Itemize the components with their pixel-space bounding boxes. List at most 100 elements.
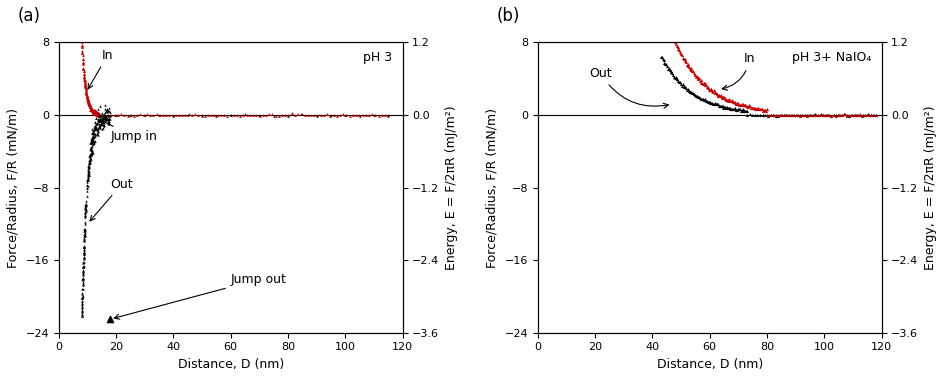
Point <box>97 123 112 129</box>
Point <box>81 160 96 166</box>
Point <box>143 112 158 118</box>
Point <box>834 112 850 118</box>
Point <box>77 83 93 89</box>
Point <box>697 97 712 103</box>
Point <box>77 219 93 225</box>
Point <box>734 102 750 108</box>
Point <box>88 110 103 116</box>
Point <box>89 125 104 131</box>
Point <box>705 101 720 107</box>
Point <box>815 112 830 118</box>
Point <box>77 79 93 85</box>
Point <box>84 107 99 113</box>
Point <box>680 61 695 67</box>
Point <box>338 112 353 118</box>
Point <box>83 106 98 112</box>
Point <box>324 112 339 118</box>
Point <box>717 95 733 101</box>
Point <box>75 291 90 297</box>
Point <box>88 109 103 115</box>
Y-axis label: Force/Radius, F/R (mN/m): Force/Radius, F/R (mN/m) <box>486 108 498 268</box>
Point <box>768 113 784 119</box>
Point <box>758 107 773 113</box>
Point <box>76 237 92 243</box>
Point <box>75 48 90 54</box>
Point <box>76 236 92 242</box>
Point <box>859 112 874 118</box>
Point <box>86 127 101 133</box>
Point <box>726 99 741 105</box>
Point <box>712 92 727 98</box>
Point <box>85 129 100 135</box>
Point <box>87 124 102 130</box>
Point <box>677 56 692 62</box>
Point <box>87 110 102 116</box>
Point <box>80 166 95 172</box>
Point <box>90 111 105 117</box>
Point <box>91 111 106 117</box>
Point <box>729 107 744 113</box>
Point <box>75 313 90 319</box>
Point <box>78 201 93 207</box>
Point <box>87 107 102 113</box>
Point <box>97 115 112 121</box>
Point <box>753 106 768 112</box>
Point <box>87 119 102 125</box>
Point <box>818 112 834 118</box>
Point <box>708 101 723 107</box>
Point <box>76 61 91 67</box>
Point <box>81 170 96 176</box>
Point <box>97 112 112 118</box>
Point <box>839 112 854 118</box>
Point <box>76 281 91 287</box>
Point <box>76 275 91 281</box>
Point <box>93 103 108 109</box>
Point <box>711 101 726 107</box>
Point <box>80 167 95 173</box>
Point <box>800 113 815 119</box>
Point <box>98 113 113 119</box>
Point <box>660 63 675 69</box>
Point <box>88 123 103 129</box>
Point <box>100 118 115 124</box>
Point <box>86 141 101 147</box>
Point <box>76 68 92 74</box>
Point <box>84 136 99 142</box>
Point <box>96 120 111 126</box>
Point <box>813 112 828 118</box>
Point <box>78 90 93 96</box>
Point <box>259 112 274 118</box>
Text: Out: Out <box>90 178 133 221</box>
Point <box>126 113 142 119</box>
Point <box>752 106 767 112</box>
Point <box>715 103 730 109</box>
Point <box>684 68 700 74</box>
Point <box>93 120 109 126</box>
Point <box>712 103 727 109</box>
Point <box>95 114 110 120</box>
Point <box>124 112 139 118</box>
Point <box>120 113 135 119</box>
Point <box>704 85 719 91</box>
Point <box>86 110 101 116</box>
Point <box>706 87 721 93</box>
Point <box>76 260 91 266</box>
Point <box>752 112 767 118</box>
Point <box>77 80 93 86</box>
Point <box>81 163 96 169</box>
Point <box>736 108 751 114</box>
Point <box>79 93 94 99</box>
Point <box>717 96 733 102</box>
Point <box>83 141 98 147</box>
Point <box>268 113 283 119</box>
Point <box>776 112 791 118</box>
Point <box>129 112 144 118</box>
Point <box>88 124 103 130</box>
Point <box>76 254 91 260</box>
Y-axis label: Energy, E = F/2πR (mJ/m²): Energy, E = F/2πR (mJ/m²) <box>924 105 937 270</box>
Point <box>82 101 97 107</box>
Point <box>113 111 128 117</box>
Point <box>168 112 183 118</box>
Point <box>329 113 345 119</box>
Point <box>98 116 113 122</box>
